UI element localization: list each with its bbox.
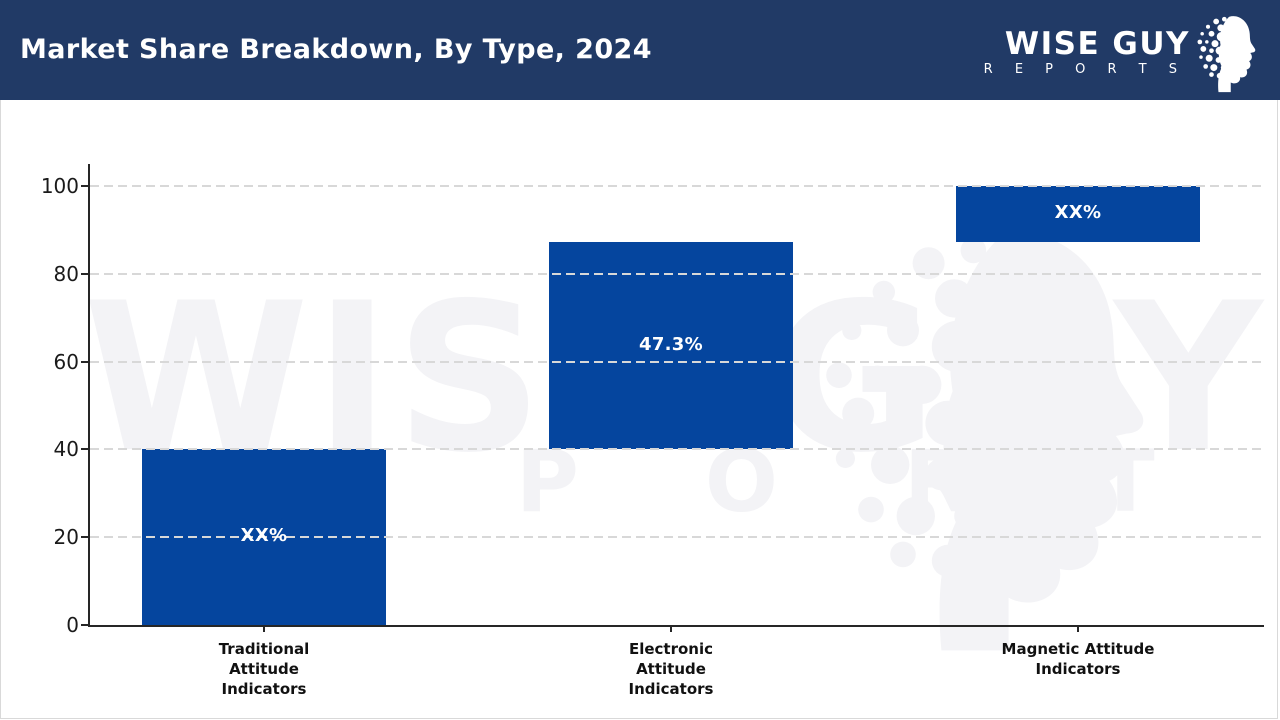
gridline-y40 [90, 448, 1264, 451]
y-tick-label: 100 [40, 174, 79, 198]
gridline-y100 [90, 185, 1264, 187]
y-tick-mark [81, 360, 88, 363]
x-axis-line [88, 625, 1264, 627]
gridline-y60 [90, 360, 1264, 363]
y-tick-label: 0 [66, 613, 79, 637]
x-category-label: Traditional Attitude Indicators [218, 640, 310, 698]
brand-logo: WISE GUY R E P O R T S [984, 6, 1266, 96]
y-tick-mark [81, 624, 88, 626]
header-bar: Market Share Breakdown, By Type, 2024 WI… [0, 0, 1280, 100]
bar-2 [549, 241, 793, 450]
gridline-y80 [90, 272, 1264, 275]
y-tick-label: 20 [53, 525, 79, 550]
x-tick-mark [263, 625, 265, 632]
x-category-label: Magnetic Attitude Indicators [1001, 640, 1155, 678]
y-axis-line [88, 164, 90, 627]
y-tick-mark [81, 448, 88, 451]
y-tick-label: 40 [53, 437, 79, 462]
brand-subtext: R E P O R T S [983, 62, 1186, 77]
x-tick-mark [1077, 625, 1079, 632]
x-category-label: Electronic Attitude Indicators [628, 640, 714, 698]
y-tick-label: 80 [53, 261, 79, 286]
brand-wordmark: WISE GUY [1004, 26, 1190, 62]
y-tick-mark [81, 536, 88, 539]
gridline-y20 [90, 536, 1264, 539]
bar-value-label: 47.3% [639, 333, 703, 355]
y-tick-mark [81, 185, 88, 187]
bar-value-label: XX% [1054, 201, 1102, 223]
wiseguy-head-icon [1197, 16, 1256, 93]
watermark-head-icon [826, 233, 1144, 651]
y-tick-label: 60 [53, 349, 79, 374]
y-tick-mark [81, 272, 88, 275]
x-tick-mark [670, 625, 672, 632]
bar-3 [956, 186, 1200, 242]
bar-value-label: XX% [240, 525, 288, 547]
chart-region: WISE GUY R E P O R T S 0 20 40 60 80 100 XX% 47… [0, 100, 1280, 719]
page-title: Market Share Breakdown, By Type, 2024 [20, 34, 652, 65]
